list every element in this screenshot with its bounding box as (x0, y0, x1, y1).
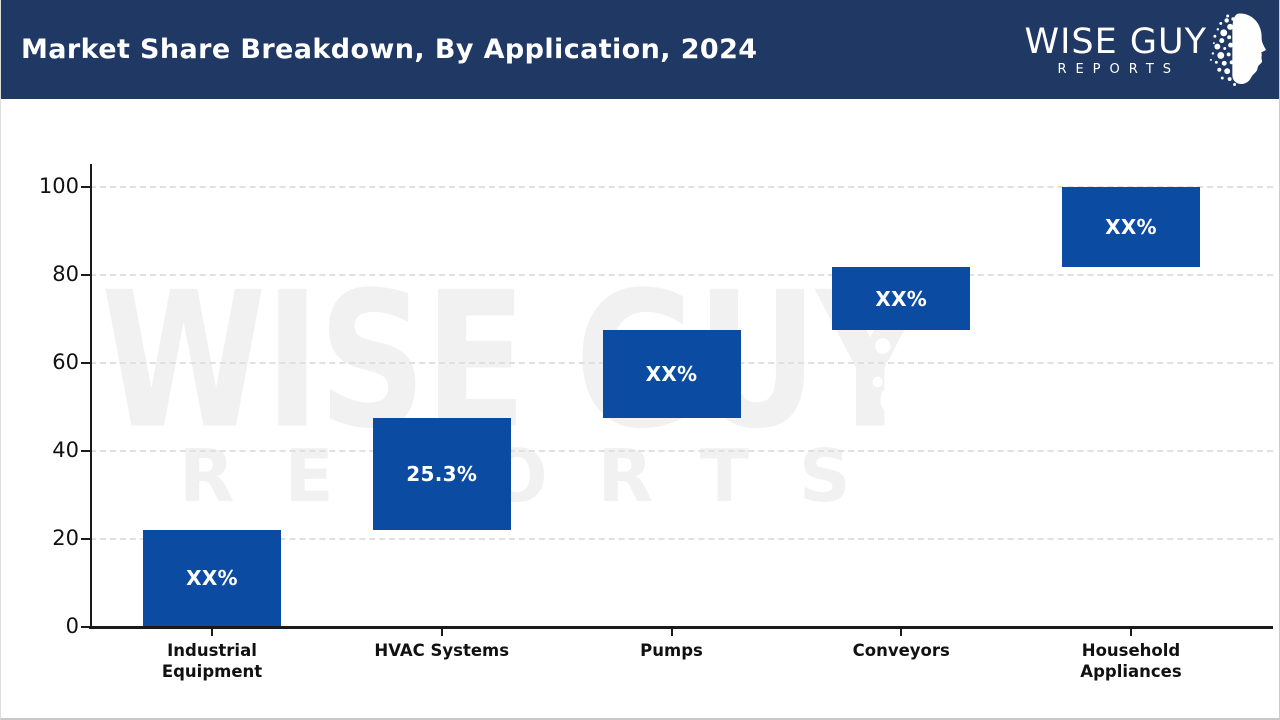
bar-value-label: XX% (186, 566, 238, 591)
bar: XX% (602, 330, 741, 419)
y-axis-tick (81, 625, 90, 628)
page-title: Market Share Breakdown, By Application, … (21, 34, 758, 65)
y-axis-tick (81, 185, 90, 188)
x-axis-tick (211, 629, 213, 636)
y-tick-label: 0 (65, 613, 79, 638)
logo-subtitle: REPORTS (1057, 62, 1181, 77)
bar: 25.3% (372, 418, 511, 530)
gridline (90, 185, 1273, 188)
gridline (90, 273, 1273, 276)
y-tick-label: 100 (38, 173, 79, 198)
category-label: Conveyors (852, 640, 950, 660)
y-axis-tick (81, 273, 90, 276)
gridline (90, 449, 1273, 452)
category-label: Pumps (640, 640, 703, 660)
bar-value-label: 25.3% (406, 462, 478, 487)
y-tick-label: 40 (52, 437, 79, 462)
y-axis-line (90, 164, 92, 629)
y-axis-tick (81, 361, 90, 364)
bar: XX% (1062, 186, 1200, 268)
x-axis-line (89, 626, 1273, 629)
header-bar: Market Share Breakdown, By Application, … (1, 0, 1279, 99)
category-label: Industrial Equipment (161, 640, 263, 681)
waterfall-chart: 0 20 40 60 80 100 XX% Industrial Equipment 25.3% H… (1, 99, 1279, 714)
y-axis-tick (81, 449, 90, 452)
dotted-head-icon (1209, 13, 1267, 86)
y-tick-label: 60 (52, 349, 79, 374)
category-label: HVAC Systems (374, 640, 510, 660)
x-axis-tick (900, 629, 903, 636)
y-axis-tick (81, 537, 90, 540)
x-axis-tick (1130, 629, 1132, 636)
bar-value-label: XX% (645, 362, 698, 387)
x-axis-tick (670, 629, 673, 636)
bar: XX% (143, 529, 281, 627)
bar: XX% (832, 267, 971, 331)
y-tick-label: 80 (52, 261, 79, 286)
watermark-subtitle: REPORTS (179, 434, 901, 518)
y-tick-label: 20 (52, 525, 79, 550)
bar-value-label: XX% (1105, 214, 1157, 239)
x-axis-tick (440, 629, 443, 636)
logo-text: WISE GUY REPORTS (1024, 23, 1207, 77)
bar-value-label: XX% (875, 286, 928, 311)
category-label: Household Appliances (1080, 640, 1182, 681)
gridline (90, 537, 1273, 540)
logo-wordmark: WISE GUY (1024, 22, 1207, 62)
wise-guy-logo: WISE GUY REPORTS (1024, 8, 1271, 92)
